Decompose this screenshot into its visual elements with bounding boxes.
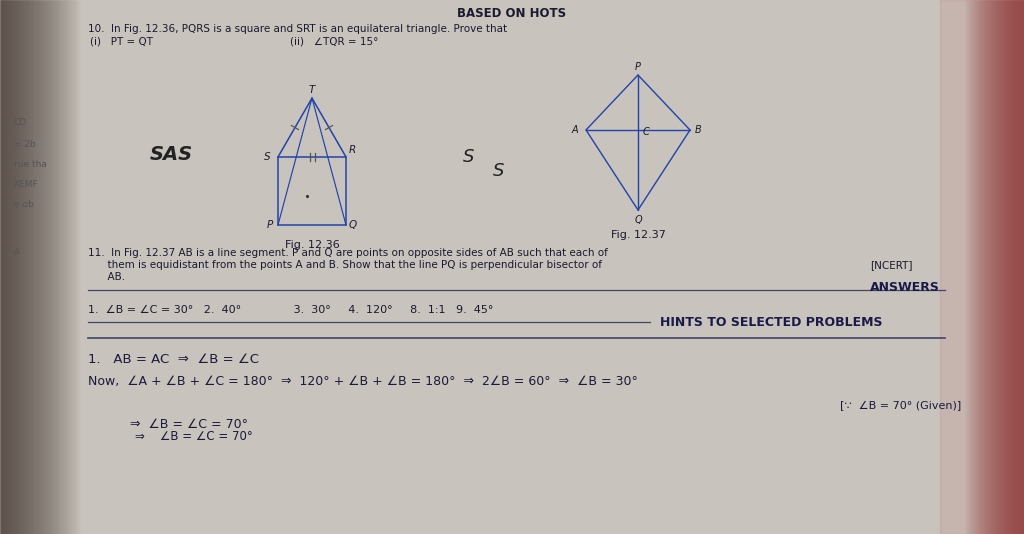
Text: A: A: [571, 125, 578, 135]
Text: R: R: [349, 145, 356, 155]
Text: S: S: [493, 162, 505, 180]
Text: (ii)   ∠TQR = 15°: (ii) ∠TQR = 15°: [290, 36, 379, 46]
Text: e ob: e ob: [14, 200, 34, 209]
Text: Fig. 12.37: Fig. 12.37: [610, 230, 666, 240]
Text: Now,  ∠A + ∠B + ∠C = 180°  ⇒  120° + ∠B + ∠B = 180°  ⇒  2∠B = 60°  ⇒  ∠B = 30°: Now, ∠A + ∠B + ∠C = 180° ⇒ 120° + ∠B + ∠…: [88, 375, 638, 388]
Text: S: S: [264, 152, 271, 162]
Text: 1.  ∠B = ∠C = 30°   2.  40°               3.  30°     4.  120°     8.  1:1   9. : 1. ∠B = ∠C = 30° 2. 40° 3. 30° 4. 120° 8…: [88, 305, 494, 315]
Text: C: C: [643, 127, 650, 137]
Text: ⇒    ∠B = ∠C = 70°: ⇒ ∠B = ∠C = 70°: [135, 430, 253, 443]
Text: S: S: [463, 148, 474, 166]
Text: = 2b: = 2b: [14, 140, 36, 149]
Text: Fig. 12.36: Fig. 12.36: [285, 240, 339, 250]
Text: BASED ON HOTS: BASED ON HOTS: [458, 7, 566, 20]
Text: ⇒  ∠B = ∠C = 70°: ⇒ ∠B = ∠C = 70°: [130, 418, 248, 431]
Text: [NCERT]: [NCERT]: [870, 260, 912, 270]
Text: CD: CD: [14, 118, 27, 127]
Text: them is equidistant from the points A and B. Show that the line PQ is perpendicu: them is equidistant from the points A an…: [88, 260, 602, 270]
Text: [∵  ∠B = 70° (Given)]: [∵ ∠B = 70° (Given)]: [840, 400, 962, 410]
Text: P: P: [266, 220, 273, 230]
Text: Q: Q: [349, 220, 357, 230]
Text: XEMF: XEMF: [14, 180, 39, 189]
Text: 1.   AB = AC  ⇒  ∠B = ∠C: 1. AB = AC ⇒ ∠B = ∠C: [88, 353, 259, 366]
Text: 10.  In Fig. 12.36, PQRS is a square and SRT is an equilateral triangle. Prove t: 10. In Fig. 12.36, PQRS is a square and …: [88, 24, 507, 34]
Text: (i)   PT = QT: (i) PT = QT: [90, 36, 153, 46]
Text: rue tha: rue tha: [14, 160, 47, 169]
Text: P: P: [635, 62, 641, 72]
Text: AB.: AB.: [88, 272, 125, 282]
Text: B: B: [695, 125, 701, 135]
Text: Q: Q: [634, 215, 642, 225]
Text: T: T: [309, 85, 315, 95]
Bar: [940, 0, 1024, 534]
Text: SAS: SAS: [150, 145, 194, 164]
Text: ANSWERS: ANSWERS: [870, 281, 940, 294]
Text: 11.  In Fig. 12.37 AB is a line segment. P and Q are points on opposite sides of: 11. In Fig. 12.37 AB is a line segment. …: [88, 248, 608, 258]
Text: HINTS TO SELECTED PROBLEMS: HINTS TO SELECTED PROBLEMS: [660, 316, 883, 329]
Text: A: A: [14, 248, 20, 257]
